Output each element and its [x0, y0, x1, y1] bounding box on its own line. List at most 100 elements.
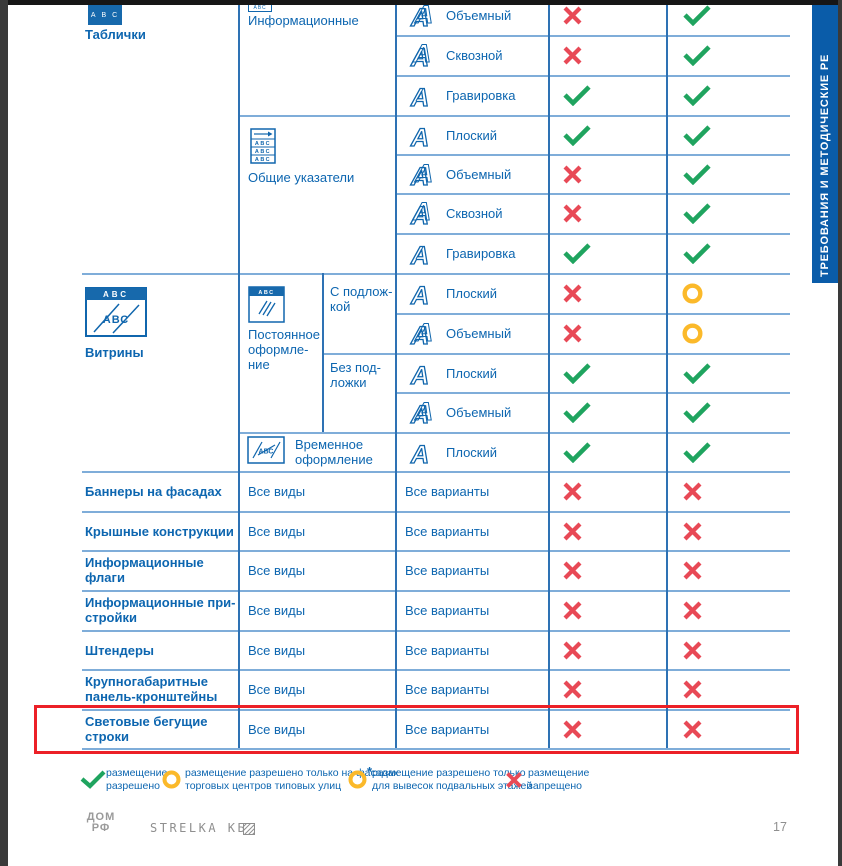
highlight-box-svetovye-stroki — [34, 705, 799, 754]
simple-row: Световые бегущие строки Все виды Все вариа… — [0, 709, 792, 749]
type-label: Объемный — [446, 404, 512, 420]
type-row: A Гравировка — [0, 233, 792, 273]
table-horizontal-line — [322, 353, 790, 355]
type-row: A Плоский — [0, 273, 792, 313]
svg-text:A: A — [410, 322, 429, 348]
simple-row: Крышные конструкции Все виды Все варианты — [0, 511, 792, 551]
type-row: A A Сквозной — [0, 35, 792, 75]
check-icon — [666, 233, 790, 273]
cross-icon — [548, 193, 664, 233]
table-vertical-line — [395, 5, 397, 748]
legend-allowed-basement: размещение разрешено только для вывесок … — [372, 767, 533, 792]
simple-row: Баннеры на фасадах Все виды Все варианты — [0, 471, 792, 511]
table-horizontal-line — [238, 115, 790, 117]
circle-icon — [666, 313, 790, 353]
group-common-signs: Общие указатели — [248, 170, 355, 185]
type-row: A A Объемный — [0, 154, 792, 194]
cross-icon — [548, 630, 664, 670]
cross-icon — [505, 771, 523, 794]
category-label: Световые бегущие строки — [85, 714, 208, 744]
variants-value: Все варианты — [405, 681, 490, 697]
check-icon — [666, 35, 790, 75]
svg-text:A: A — [410, 124, 429, 150]
svg-text:A: A — [410, 4, 429, 30]
type-row: A Гравировка — [0, 75, 792, 115]
type-row: A A Объемный — [0, 313, 792, 353]
cross-icon — [548, 471, 664, 511]
svg-text:A: A — [410, 282, 429, 308]
type-row: A A Объемный — [0, 392, 792, 432]
svg-text:A: A — [412, 40, 431, 68]
tablichki-icon-text: А В С — [90, 11, 120, 19]
type-row: A Плоский — [0, 115, 792, 155]
table-horizontal-line — [395, 233, 790, 235]
circle-star-icon: * — [348, 764, 372, 794]
table-horizontal-line — [82, 550, 790, 552]
asterisk: * — [367, 764, 373, 779]
table-horizontal-line — [395, 154, 790, 156]
table-horizontal-line — [82, 709, 790, 711]
type-row: A A Сквозной — [0, 193, 792, 233]
table-horizontal-line — [395, 392, 790, 394]
table-horizontal-line — [82, 748, 790, 750]
variants-value: Все варианты — [405, 483, 490, 499]
tablichki-icon: А В С — [88, 5, 122, 25]
variants-value: Все варианты — [405, 642, 490, 658]
table-horizontal-line — [82, 273, 790, 275]
variants-value: Все варианты — [405, 602, 490, 618]
viewer-frame-right — [838, 0, 842, 866]
category-label: Баннеры на фасадах — [85, 483, 222, 499]
table-horizontal-line — [82, 511, 790, 513]
table-horizontal-line — [395, 313, 790, 315]
letter-flat-icon: A — [404, 115, 444, 155]
category-tablichki: Таблички — [85, 27, 146, 42]
svg-text:A: A — [410, 401, 429, 427]
cross-icon — [666, 471, 790, 511]
svg-text:АВС: АВС — [255, 141, 271, 147]
table-vertical-line — [548, 5, 550, 748]
table-horizontal-line — [82, 590, 790, 592]
table-horizontal-line — [82, 669, 790, 671]
cross-icon — [548, 35, 664, 75]
letter-flat-icon: A — [404, 353, 444, 393]
table-horizontal-line — [395, 193, 790, 195]
category-label: Информационные флаги — [85, 555, 204, 585]
svg-text:АВС: АВС — [259, 449, 274, 456]
svg-text:A: A — [414, 319, 433, 347]
letter-flat-icon: A — [404, 273, 444, 313]
strelka-brand: STRELKA КБ — [150, 821, 248, 835]
viewer-frame-top — [0, 0, 842, 5]
chapter-sidebar-label: ТРЕБОВАНИЯ И МЕТОДИЧЕСКИЕ РЕ — [819, 53, 831, 277]
type-row: A Плоский — [0, 353, 792, 393]
svg-text:A: A — [410, 84, 429, 110]
cross-icon — [548, 590, 664, 630]
cross-icon — [666, 511, 790, 551]
dom-rf-logo: ДОМ РФ — [85, 812, 117, 834]
page-number: 17 — [773, 820, 787, 834]
logo-bottom-text: РФ — [91, 822, 111, 834]
check-icon — [548, 353, 664, 393]
circle-icon — [666, 273, 790, 313]
letter-engrave-icon: A — [404, 75, 444, 115]
svg-text:A: A — [414, 160, 433, 188]
type-label: Плоский — [446, 365, 498, 381]
viewer-frame-left — [0, 0, 8, 866]
informational-signs-icon: АВС — [248, 5, 272, 12]
check-icon — [666, 193, 790, 233]
legend-allowed: размещение разрешено — [106, 767, 168, 792]
check-icon — [666, 0, 790, 35]
type-row: A A Объемный — [0, 0, 792, 35]
svg-text:A: A — [412, 198, 431, 226]
svg-text:A: A — [410, 441, 429, 467]
svg-text:A: A — [410, 163, 429, 189]
type-label: Объемный — [446, 7, 512, 23]
svg-text:АВС: АВС — [255, 157, 271, 163]
legend-allowed-malls: размещение разрешено только на фасадах т… — [185, 767, 399, 792]
cross-icon — [548, 511, 664, 551]
permanent-decor-icon: АВС — [248, 286, 285, 328]
subgroup-with-backing: С подлож- кой — [330, 284, 393, 314]
hatch-square-icon — [242, 822, 256, 840]
